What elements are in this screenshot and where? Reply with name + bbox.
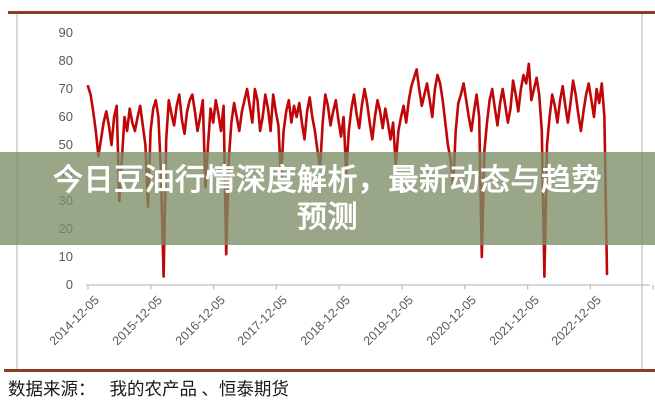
- data-source-row: 数据来源： 我的农产品 、恒泰期货: [8, 376, 289, 401]
- y-axis-label: 90: [58, 25, 73, 40]
- top-frame-line: [8, 11, 655, 15]
- source-text: 我的农产品 、恒泰期货: [109, 379, 289, 399]
- y-axis-label: 60: [58, 109, 73, 124]
- y-axis-label: 50: [58, 137, 73, 152]
- y-axis-label: 0: [65, 277, 73, 292]
- bottom-frame-line: [4, 369, 655, 373]
- source-label: 数据来源：: [8, 379, 96, 399]
- title-line-1: 今日豆油行情深度解析，最新动态与趋势: [53, 163, 602, 197]
- y-axis-label: 70: [58, 81, 73, 96]
- y-axis-label: 10: [58, 249, 73, 264]
- title-line-2: 预测: [297, 200, 358, 234]
- y-axis-label: 80: [58, 53, 73, 68]
- title-banner: 今日豆油行情深度解析，最新动态与趋势 预测: [0, 152, 655, 245]
